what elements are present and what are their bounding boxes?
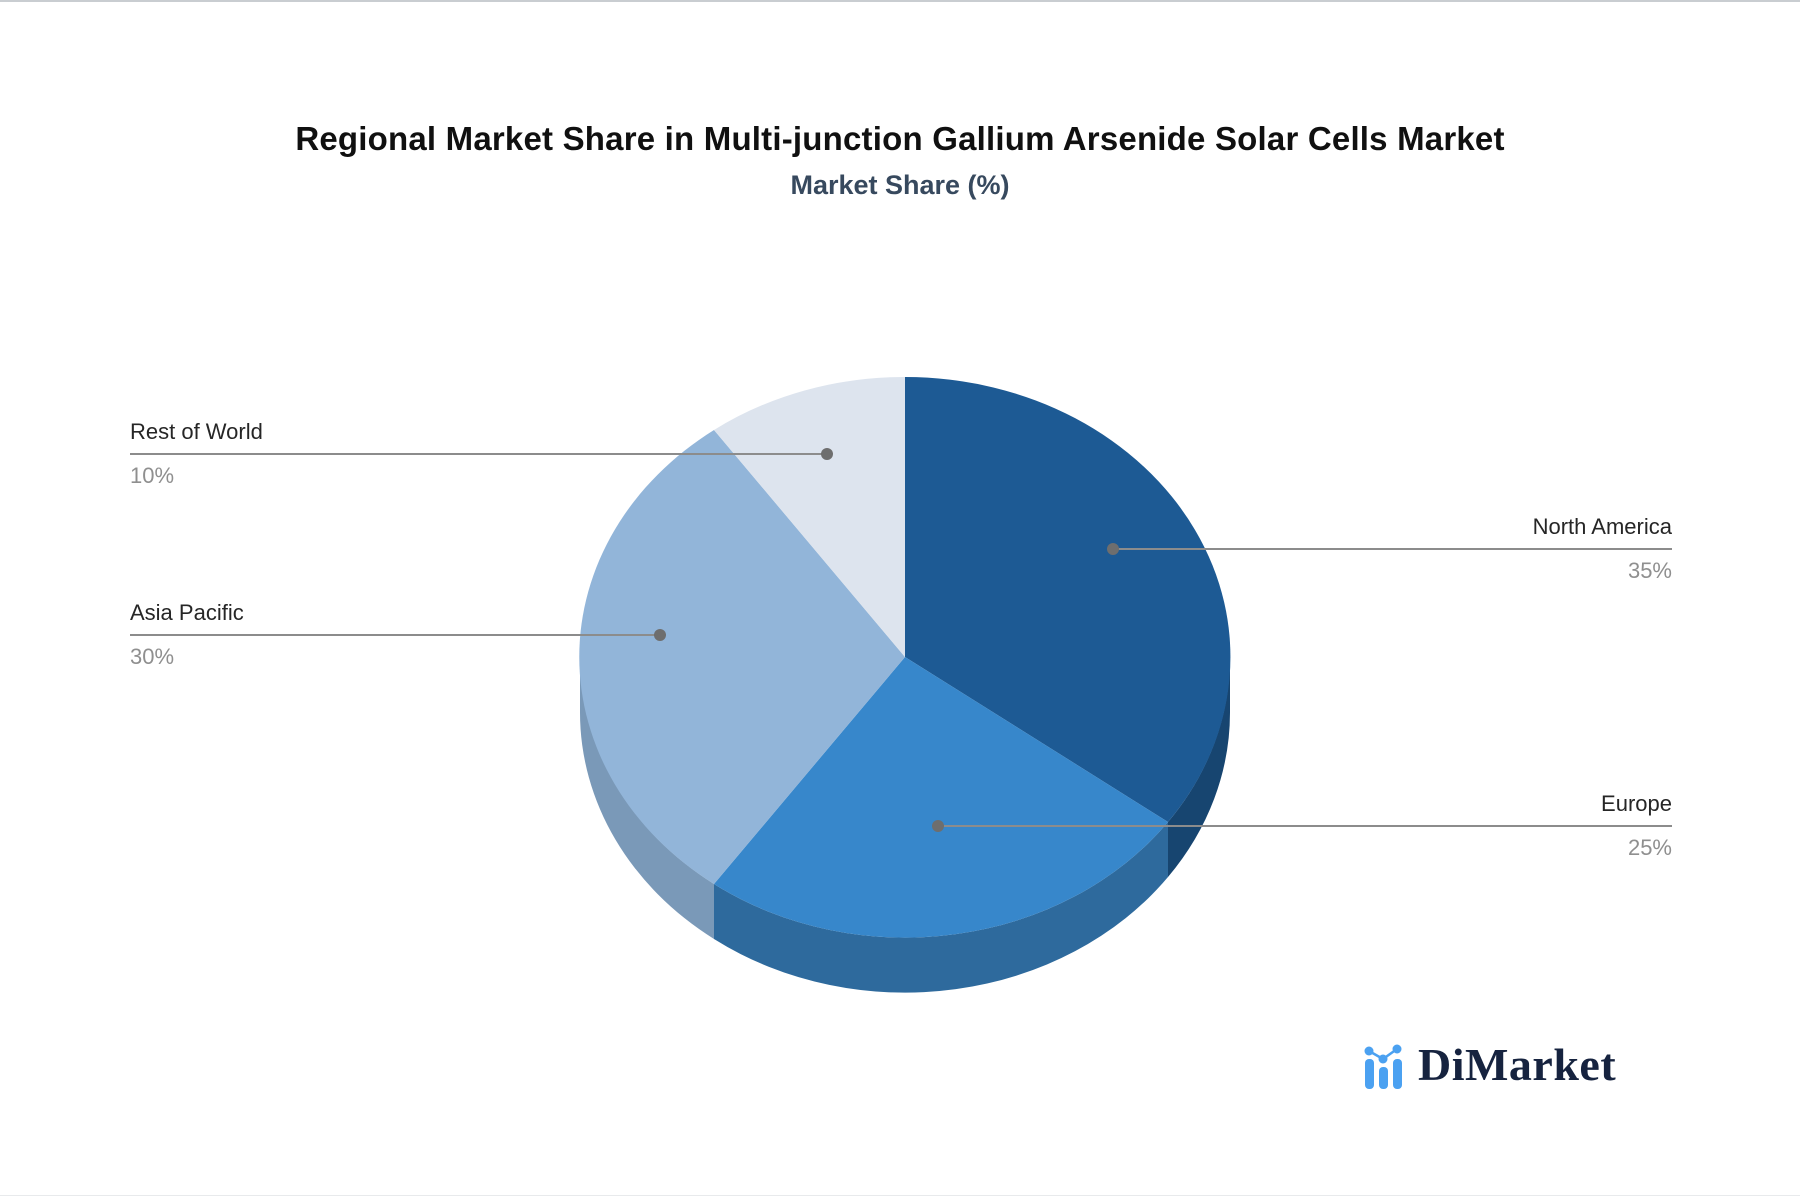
callout-value: 25%	[1627, 835, 1672, 860]
logo-dot	[1364, 1046, 1374, 1056]
pie-slice-asia-pacific[interactable]	[579, 430, 905, 884]
callout-europe: Europe 25%	[1601, 790, 1672, 862]
chart-title: Regional Market Share in Multi-junction …	[295, 120, 1505, 157]
bar-chart-logo-icon	[1364, 1044, 1402, 1089]
logo-bar	[1379, 1067, 1388, 1089]
logo-bar	[1393, 1059, 1402, 1089]
callout-value: 10%	[130, 463, 175, 488]
logo-dot	[1378, 1054, 1388, 1064]
connector-dot-asia-pacific	[654, 629, 666, 641]
connector-dot-rest-of-world	[821, 448, 833, 460]
pie-slice-rest-of-world[interactable]	[714, 376, 905, 657]
pie-slice-side-europe	[714, 822, 1168, 993]
logo-bar	[1365, 1059, 1374, 1089]
logo-dot	[1392, 1044, 1402, 1054]
callout-label: Rest of World	[130, 419, 263, 444]
pie-slice-side-asia-pacific	[579, 657, 714, 939]
callout-label: North America	[1532, 514, 1672, 539]
pie-slice-europe[interactable]	[714, 657, 1168, 938]
pie-slice-north-america[interactable]	[905, 376, 1231, 822]
callout-rest-of-world: Rest of World 10%	[130, 418, 263, 490]
pie-slice-side-north-america	[1168, 657, 1231, 877]
brand-wordmark: DiMarket	[1418, 1039, 1617, 1090]
callout-value: 35%	[1627, 558, 1672, 583]
callout-value: 30%	[130, 644, 175, 669]
connector-dot-north-america	[1107, 543, 1119, 555]
brand-logo: DiMarket	[1360, 1040, 1616, 1090]
callout-label: Asia Pacific	[130, 600, 244, 625]
chart-subtitle: Market Share (%)	[790, 170, 1010, 200]
connector-dot-europe	[932, 820, 944, 832]
callout-label: Europe	[1601, 791, 1672, 816]
callout-asia-pacific: Asia Pacific 30%	[130, 599, 244, 671]
callout-north-america: North America 35%	[1533, 513, 1672, 585]
